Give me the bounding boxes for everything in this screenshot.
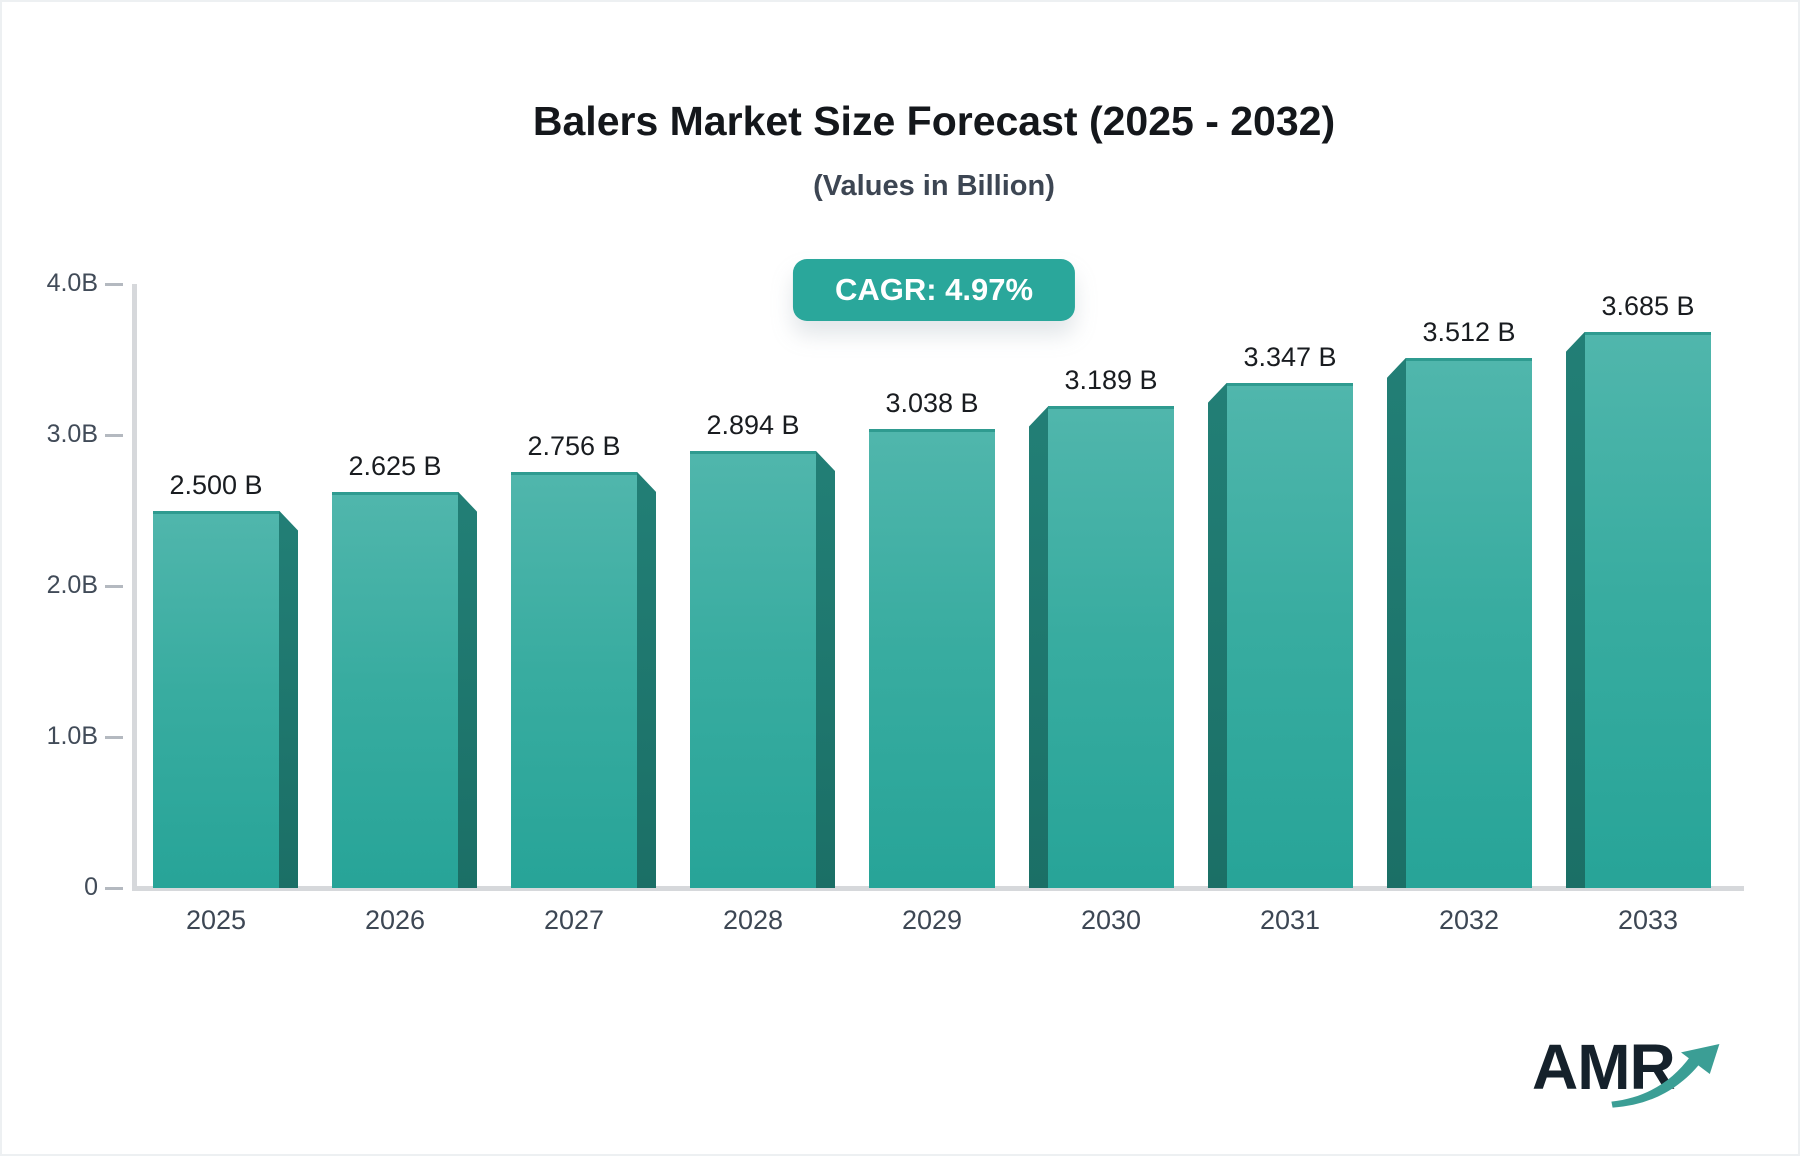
y-tick-label: 3.0B xyxy=(46,420,98,448)
bar-face xyxy=(869,429,995,888)
brand-logo: AMR xyxy=(1532,1030,1732,1120)
bar-face xyxy=(690,451,816,888)
x-tick-label: 2032 xyxy=(1438,905,1500,935)
cagr-badge: CAGR: 4.97% xyxy=(792,259,1076,321)
bar-side-face xyxy=(1566,331,1585,888)
bar-face xyxy=(1585,331,1711,888)
page-subtitle: (Values in Billion) xyxy=(813,170,1055,202)
bar-side-face xyxy=(279,510,298,888)
bar-face xyxy=(1227,382,1353,888)
x-tick-label: 2030 xyxy=(1080,905,1142,935)
y-tick-label: 4.0B xyxy=(46,269,98,297)
y-tick-label: 2.0B xyxy=(46,571,98,599)
bar-value-label: 2.625 B xyxy=(348,450,442,481)
x-axis-line xyxy=(132,886,1744,891)
x-tick-label: 2033 xyxy=(1617,905,1679,935)
x-tick-label: 2031 xyxy=(1259,905,1321,935)
y-tick-mark xyxy=(105,585,123,588)
bar-side-face xyxy=(1208,382,1227,888)
bar-value-label: 2.500 B xyxy=(169,469,263,500)
bar-face xyxy=(1406,357,1532,888)
x-tick-label: 2025 xyxy=(185,905,247,935)
bar-side-face xyxy=(816,451,835,888)
growth-arrow-icon xyxy=(1611,1044,1720,1108)
bar-side-face xyxy=(1387,357,1406,888)
y-tick-mark xyxy=(105,736,123,739)
x-tick-label: 2028 xyxy=(722,905,784,935)
page-title: Balers Market Size Forecast (2025 - 2032… xyxy=(532,98,1336,144)
bar-value-label: 3.347 B xyxy=(1243,341,1337,372)
bar-side-face xyxy=(1029,406,1048,888)
x-tick-label: 2026 xyxy=(364,905,426,935)
bar-face xyxy=(511,471,637,888)
bar-side-face xyxy=(637,471,656,888)
bar-value-label: 3.512 B xyxy=(1422,316,1516,347)
y-tick-mark xyxy=(105,434,123,437)
y-tick-label: 1.0B xyxy=(46,722,98,750)
bar-face xyxy=(1048,406,1174,888)
y-tick-mark xyxy=(105,283,123,286)
bar-side-face xyxy=(458,491,477,888)
y-axis-line xyxy=(132,284,137,888)
bar-value-label: 3.685 B xyxy=(1601,290,1695,321)
x-tick-label: 2027 xyxy=(543,905,605,935)
x-tick-label: 2029 xyxy=(901,905,963,935)
bar-face xyxy=(332,491,458,888)
bar-face xyxy=(153,510,279,888)
bar-value-label: 2.756 B xyxy=(527,430,621,461)
bar-value-label: 3.189 B xyxy=(1064,365,1158,396)
bar-value-label: 3.038 B xyxy=(885,388,979,419)
y-tick-label: 0 xyxy=(84,873,98,901)
y-tick-mark xyxy=(105,887,123,890)
bar-value-label: 2.894 B xyxy=(706,410,800,440)
cagr-badge-label: CAGR: 4.97% xyxy=(834,272,1034,307)
